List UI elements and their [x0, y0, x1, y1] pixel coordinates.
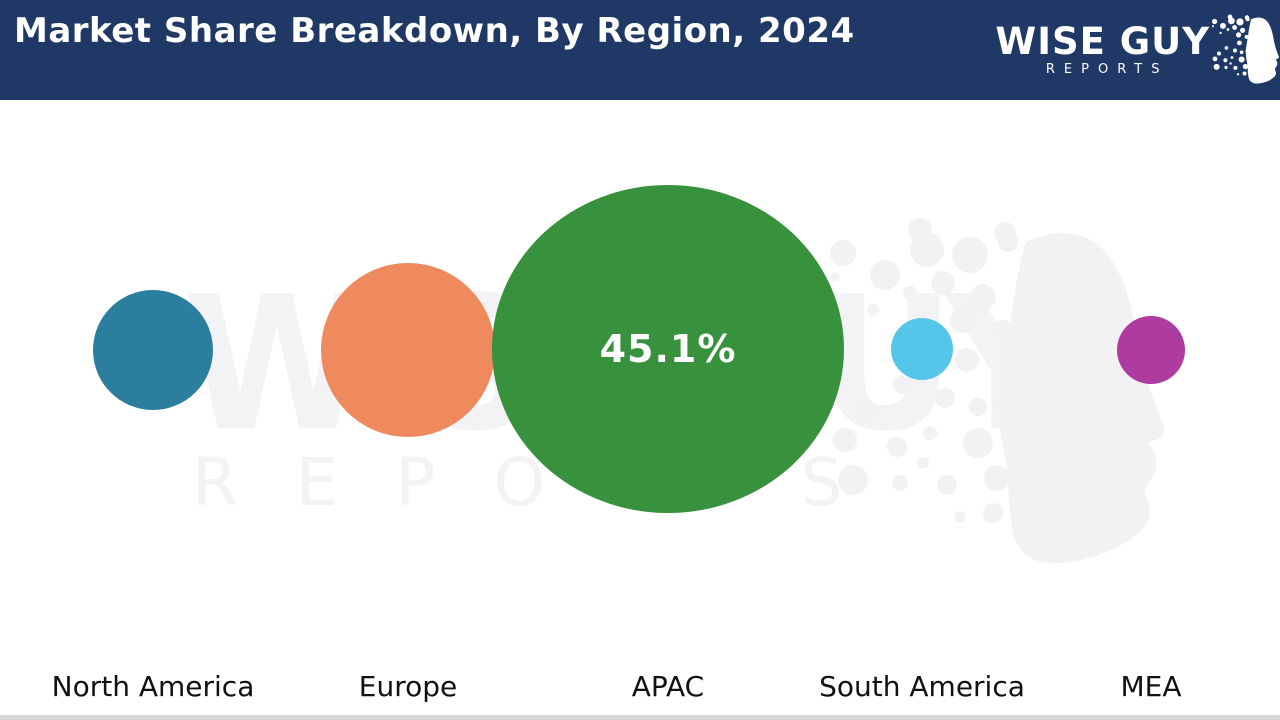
bubble-europe	[321, 263, 495, 437]
bubble-value-label: 45.1%	[599, 327, 737, 371]
category-label-south-america: South America	[819, 670, 1025, 703]
logo-text: WISE GUY REPORTS	[995, 19, 1210, 78]
bubble-north-america	[93, 290, 213, 410]
category-label-north-america: North America	[51, 670, 255, 703]
page-title: Market Share Breakdown, By Region, 2024	[14, 11, 855, 51]
watermark-face-icon	[830, 218, 1165, 564]
bubble-mea	[1117, 316, 1185, 384]
category-label-europe: Europe	[358, 670, 458, 703]
logo-wordmark: WISE GUY	[995, 19, 1210, 63]
bubble-apac: 45.1%	[492, 185, 844, 513]
wiseguy-face-icon	[1212, 14, 1279, 84]
category-label-apac: APAC	[631, 670, 705, 703]
bubble-south-america	[891, 318, 953, 380]
logo-subtext: REPORTS	[1045, 62, 1169, 78]
category-label-mea: MEA	[1120, 670, 1182, 703]
header-bar: Market Share Breakdown, By Region, 2024 …	[0, 0, 1280, 100]
logo: WISE GUY REPORTS	[995, 7, 1280, 93]
bottom-strip	[0, 715, 1280, 720]
